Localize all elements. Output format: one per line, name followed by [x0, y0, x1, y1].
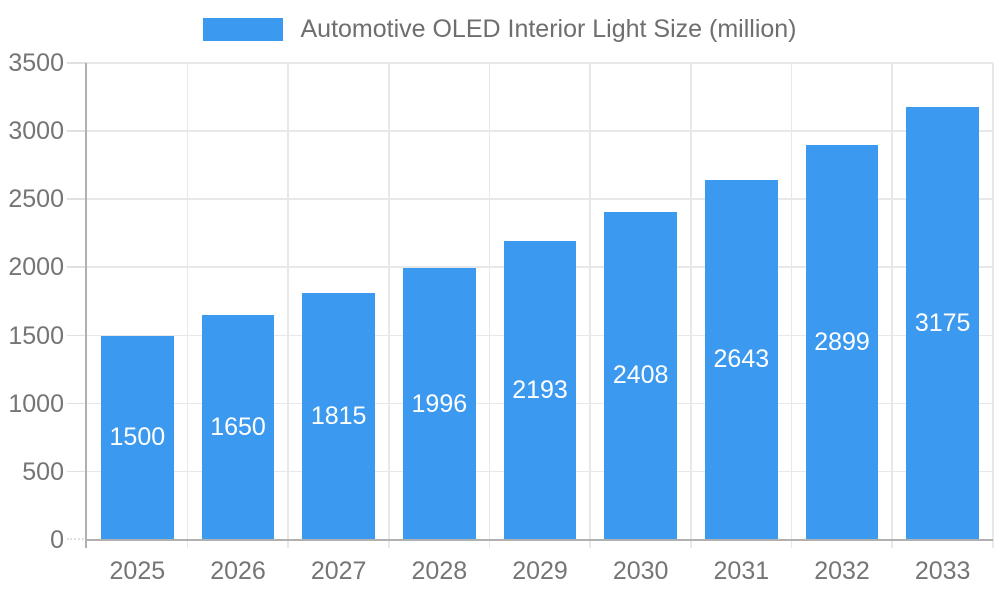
x-gridline — [891, 63, 893, 548]
y-tick — [67, 266, 87, 268]
x-gridline — [992, 63, 994, 548]
bar-2029[interactable]: 2193 — [503, 241, 577, 540]
x-gridline — [287, 63, 289, 548]
bar-2027[interactable]: 1815 — [302, 292, 375, 540]
bar-value-label: 2899 — [814, 327, 870, 356]
bar-value-label: 2193 — [512, 376, 568, 405]
legend-item[interactable]: Automotive OLED Interior Light Size (mil… — [203, 14, 797, 44]
bar-2026[interactable]: 1650 — [201, 315, 275, 540]
x-gridline — [186, 63, 189, 548]
bar-value-label: 1996 — [411, 389, 468, 418]
bar-2025[interactable]: 1500 — [101, 335, 174, 540]
y-axis-label: 0 — [50, 526, 64, 554]
bar-2028[interactable]: 1996 — [403, 268, 476, 540]
y-tick — [67, 470, 87, 473]
x-gridline — [589, 63, 591, 548]
y-gridline — [87, 198, 993, 200]
y-axis-label: 2000 — [8, 253, 64, 282]
y-tick-zero — [67, 538, 87, 540]
x-axis-label: 2025 — [109, 557, 166, 585]
legend-swatch — [203, 17, 284, 41]
bar-2033[interactable]: 3175 — [906, 107, 979, 540]
bar-value-label: 2408 — [612, 361, 669, 390]
bar-value-label: 1815 — [310, 401, 367, 430]
bar-value-label: 3175 — [914, 309, 971, 338]
bar-2031[interactable]: 2643 — [705, 179, 778, 540]
x-gridline — [488, 63, 491, 548]
y-gridline — [87, 62, 993, 64]
y-tick — [67, 402, 87, 405]
bar-2032[interactable]: 2899 — [805, 144, 879, 540]
x-gridline — [690, 63, 692, 548]
y-tick — [67, 198, 87, 200]
y-tick — [67, 62, 87, 64]
legend: Automotive OLED Interior Light Size (mil… — [0, 14, 1000, 44]
x-gridline — [790, 63, 793, 548]
y-axis-label: 1000 — [8, 389, 64, 418]
x-axis-line — [85, 539, 993, 541]
bar-value-label: 1500 — [109, 423, 166, 452]
y-tick — [67, 130, 87, 132]
bar-2030[interactable]: 2408 — [604, 211, 677, 540]
x-gridline — [388, 63, 390, 548]
x-axis-label: 2032 — [814, 557, 870, 585]
x-axis-label: 2026 — [210, 557, 266, 585]
y-axis-label: 3000 — [8, 117, 64, 146]
y-axis-label: 3500 — [8, 49, 64, 77]
y-axis-label: 2500 — [8, 185, 64, 214]
x-axis-label: 2030 — [612, 557, 669, 585]
bar-value-label: 1650 — [210, 413, 266, 442]
legend-label: Automotive OLED Interior Light Size (mil… — [300, 15, 797, 43]
x-axis-label: 2031 — [713, 557, 770, 585]
y-tick — [67, 334, 87, 337]
y-axis-label: 1500 — [8, 321, 64, 350]
x-axis-label: 2033 — [914, 557, 971, 585]
bar-value-label: 2643 — [713, 345, 770, 374]
x-axis-label: 2028 — [411, 557, 468, 585]
x-axis-label: 2029 — [512, 557, 568, 585]
y-gridline — [87, 130, 993, 132]
y-axis-label: 500 — [22, 457, 64, 486]
x-axis-label: 2027 — [310, 557, 367, 585]
y-axis-line — [85, 63, 87, 548]
